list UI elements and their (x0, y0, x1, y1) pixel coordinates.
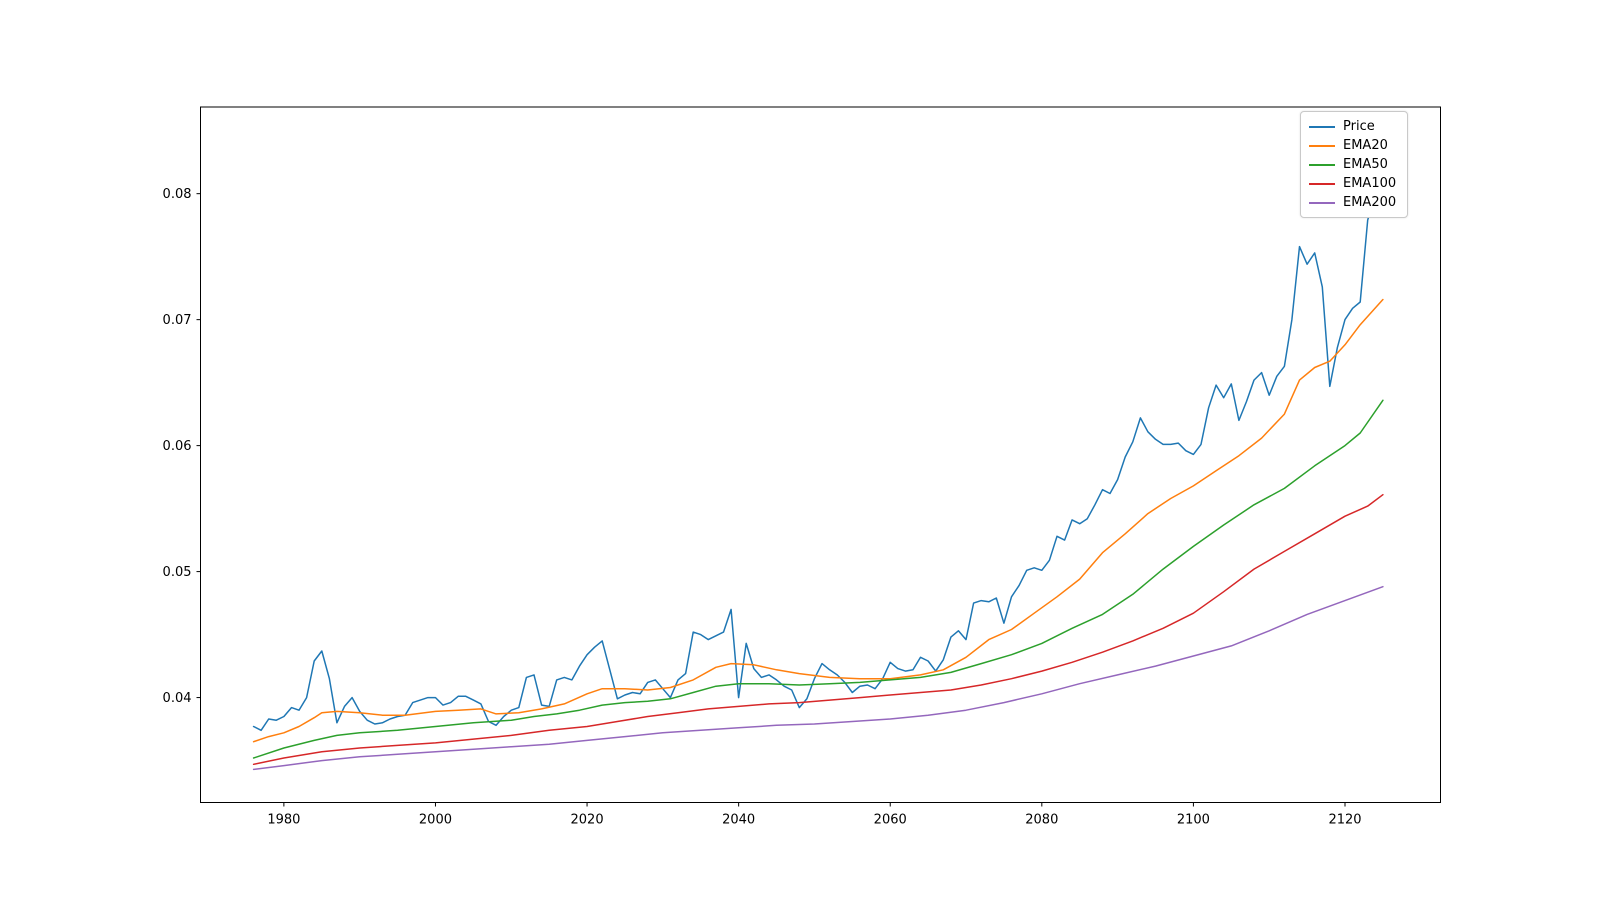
y-tick-label: 0.05 (163, 565, 192, 580)
legend: Price EMA20 EMA50 EMA100 EMA200 (1300, 111, 1408, 218)
legend-entry-ema100: EMA100 (1309, 174, 1399, 193)
series-line-Price (252, 138, 1384, 732)
series-line-EMA50 (252, 399, 1384, 759)
x-tick-label: 2120 (1328, 813, 1361, 828)
legend-entry-ema20: EMA20 (1309, 136, 1399, 155)
legend-label-ema200: EMA200 (1343, 195, 1397, 210)
x-tick-label: 2000 (419, 813, 452, 828)
ema200-line-sample-icon (1309, 201, 1335, 204)
ema100-line-sample-icon (1309, 182, 1335, 185)
legend-entry-ema200: EMA200 (1309, 193, 1399, 212)
x-tick-label: 2040 (722, 813, 755, 828)
y-tick-label: 0.07 (163, 313, 192, 328)
legend-entry-price: Price (1309, 117, 1399, 136)
x-tick-label: 2060 (874, 813, 907, 828)
axes-group: 1980 2000 2020 2040 2060 2080 2100 2120 0.04 0.05… (163, 106, 1441, 828)
x-tick-label: 2080 (1025, 813, 1058, 828)
x-tick-label: 2100 (1177, 813, 1210, 828)
series-line-EMA20 (252, 298, 1384, 743)
ema50-line-sample-icon (1309, 163, 1335, 166)
y-tick-label: 0.04 (163, 691, 192, 706)
y-tick-label: 0.06 (163, 439, 192, 454)
series-line-EMA100 (252, 493, 1384, 766)
x-tick-label: 2020 (571, 813, 604, 828)
legend-label-ema20: EMA20 (1343, 138, 1388, 153)
series-line-EMA200 (252, 585, 1384, 771)
legend-entry-ema50: EMA50 (1309, 155, 1399, 174)
legend-label-ema100: EMA100 (1343, 176, 1397, 191)
plot-spines (200, 106, 1441, 803)
ema20-line-sample-icon (1309, 144, 1335, 147)
legend-label-ema50: EMA50 (1343, 157, 1388, 172)
legend-label-price: Price (1343, 119, 1375, 134)
price-line-sample-icon (1309, 125, 1335, 128)
y-tick-label: 0.08 (163, 187, 192, 202)
x-tick-label: 1980 (267, 813, 300, 828)
series-group (252, 138, 1384, 771)
